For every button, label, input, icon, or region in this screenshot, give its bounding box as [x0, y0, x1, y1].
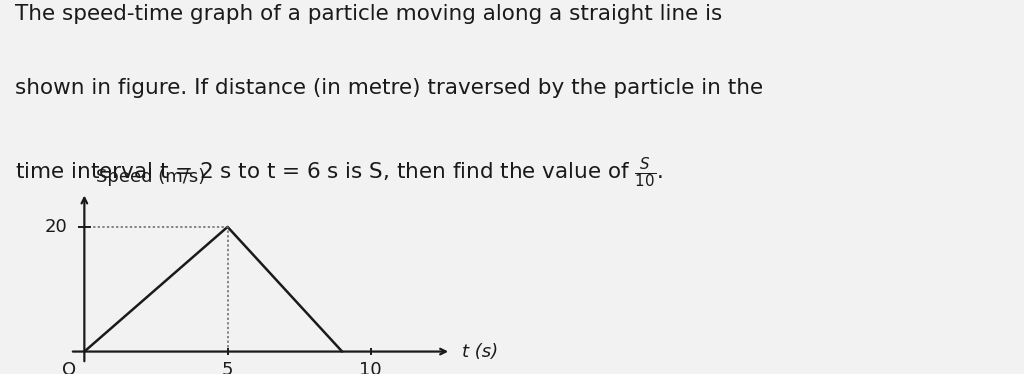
Text: 5: 5 — [222, 361, 233, 374]
Text: shown in figure. If distance (in metre) traversed by the particle in the: shown in figure. If distance (in metre) … — [15, 78, 764, 98]
Text: 20: 20 — [44, 218, 68, 236]
Text: time interval t = 2 s to t = 6 s is S, then find the value of $\frac{S}{10}$.: time interval t = 2 s to t = 6 s is S, t… — [15, 156, 664, 190]
Text: The speed-time graph of a particle moving along a straight line is: The speed-time graph of a particle movin… — [15, 4, 723, 24]
Text: Speed (m/s): Speed (m/s) — [96, 168, 205, 186]
Text: t (s): t (s) — [463, 343, 499, 361]
Text: 10: 10 — [359, 361, 382, 374]
Text: O: O — [61, 361, 76, 374]
